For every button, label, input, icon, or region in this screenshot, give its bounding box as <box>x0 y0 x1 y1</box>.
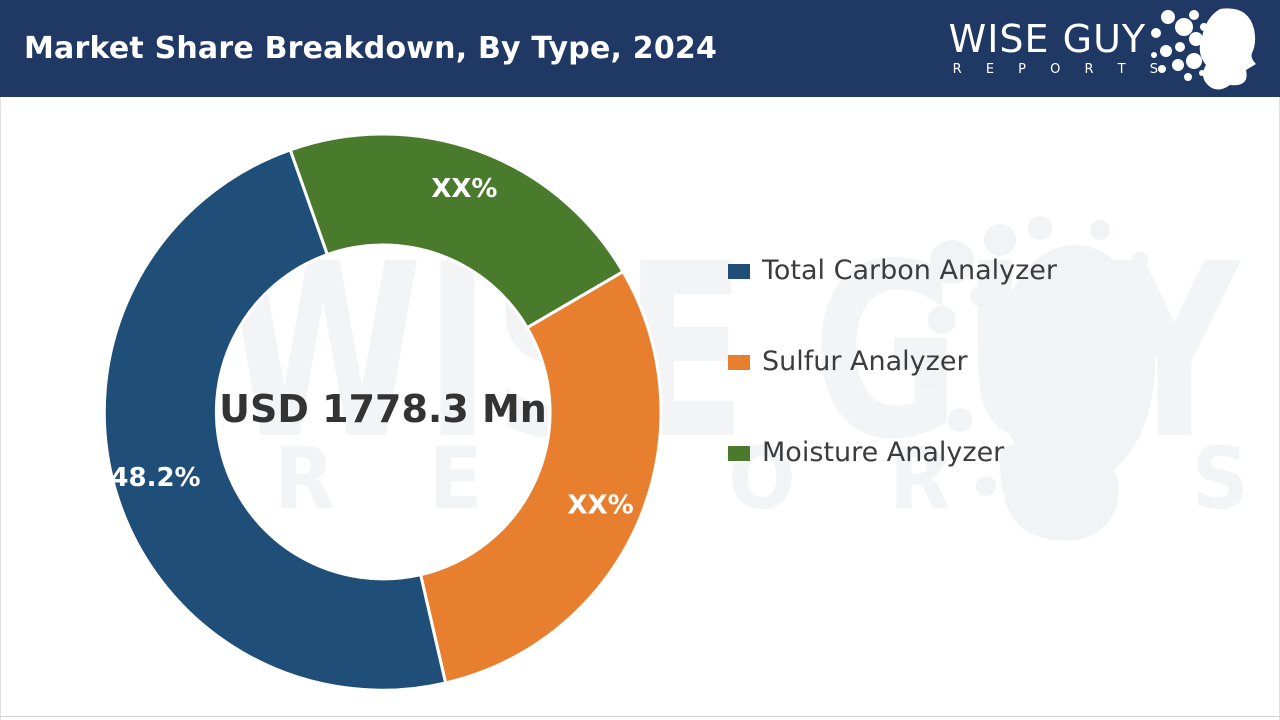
donut-segment-moisture-analyzer <box>288 132 625 330</box>
legend-item-total-carbon-analyzer: Total Carbon Analyzer <box>728 256 1057 286</box>
legend-swatch <box>728 354 750 370</box>
left-edge-line <box>0 97 1 720</box>
chart-center-value: USD 1778.3 Mn <box>219 387 547 431</box>
donut-segment-total-carbon-analyzer <box>102 148 448 692</box>
logo-wordmark: WISE GUY <box>948 17 1147 61</box>
legend-label: Total Carbon Analyzer <box>762 255 1057 286</box>
donut-segment-sulfur-analyzer <box>419 270 663 685</box>
legend-label: Moisture Analyzer <box>762 437 1005 468</box>
legend-item-moisture-analyzer: Moisture Analyzer <box>728 438 1057 468</box>
wise-guy-logo: WISE GUY R E P O R T S <box>949 3 1262 95</box>
legend-item-sulfur-analyzer: Sulfur Analyzer <box>728 347 1057 377</box>
slice-label-total-carbon-analyzer: 48.2% <box>110 463 200 493</box>
header-bar: Market Share Breakdown, By Type, 2024 WI… <box>0 0 1280 97</box>
slice-label-moisture-analyzer: XX% <box>431 174 497 204</box>
slice-label-sulfur-analyzer: XX% <box>568 490 634 520</box>
bottom-edge-line <box>0 716 1280 717</box>
legend-swatch <box>728 263 750 279</box>
legend-label: Sulfur Analyzer <box>762 346 968 377</box>
page-title: Market Share Breakdown, By Type, 2024 <box>24 31 718 66</box>
legend-swatch <box>728 445 750 461</box>
logo-text: WISE GUY R E P O R T S <box>949 20 1168 77</box>
logo-subtitle: R E P O R T S <box>952 62 1168 77</box>
face-profile-icon <box>1151 7 1256 90</box>
chart-legend: Total Carbon Analyzer Sulfur Analyzer Mois… <box>728 256 1057 468</box>
